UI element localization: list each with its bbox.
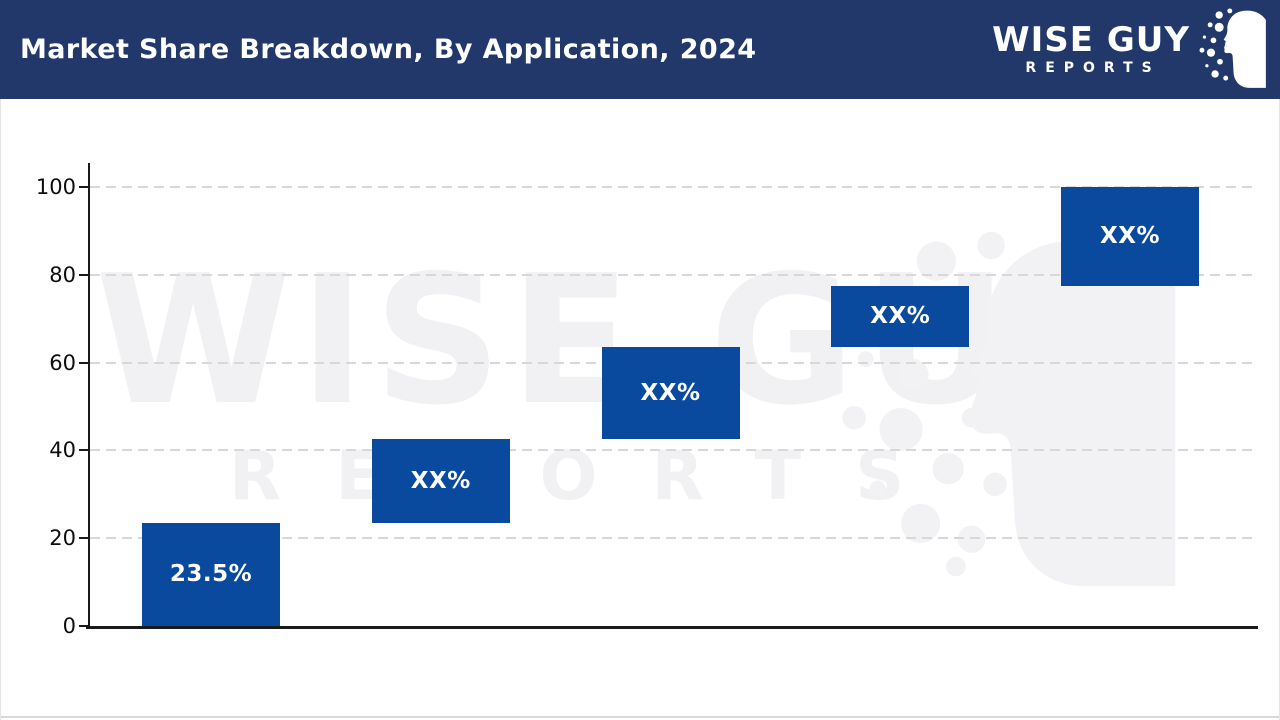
gridline-40 <box>90 449 1258 452</box>
brand-logo: WISE GUY REPORTS <box>992 6 1266 92</box>
left-border <box>0 99 1 720</box>
y-tick-label-100: 100 <box>35 175 76 199</box>
gridline-100 <box>90 186 1258 188</box>
y-axis-line <box>88 163 90 628</box>
bar-aerospace-and-defense: XX% <box>371 439 510 523</box>
brand-head-icon <box>1199 8 1266 88</box>
y-tick-40 <box>79 449 88 452</box>
bar-building-and-construction: 23.5% <box>142 522 280 626</box>
bar-electrical-and-electronics: XX% <box>1061 187 1199 286</box>
brand-wordmark-line2: REPORTS <box>1025 60 1161 76</box>
bar-label-electrical-and-electronics: XX% <box>1099 223 1160 250</box>
bottom-border <box>0 716 1280 718</box>
y-tick-label-80: 80 <box>49 262 76 287</box>
y-tick-label-0: 0 <box>62 614 76 638</box>
bar-label-marine: XX% <box>870 303 931 330</box>
y-tick-label-20: 20 <box>49 526 76 551</box>
brand-wordmark-line1: WISE GUY <box>992 20 1190 60</box>
bar-automotive: XX% <box>601 347 740 440</box>
y-tick-label-40: 40 <box>49 438 76 463</box>
y-tick-60 <box>79 361 88 364</box>
y-tick-label-60: 60 <box>49 350 76 375</box>
bar-label-aerospace-and-defense: XX% <box>410 468 471 495</box>
y-tick-80 <box>79 273 88 276</box>
header-band: Market Share Breakdown, By Application, … <box>0 0 1280 99</box>
y-tick-20 <box>79 537 88 540</box>
watermark-reports: REPORTS <box>229 437 959 516</box>
page-title: Market Share Breakdown, By Application, … <box>20 34 757 65</box>
bar-label-building-and-construction: 23.5% <box>169 561 253 588</box>
y-tick-100 <box>79 186 88 188</box>
brand-wordmark: WISE GUY REPORTS <box>992 23 1190 75</box>
y-tick-0 <box>79 625 88 627</box>
bar-marine: XX% <box>831 285 970 348</box>
bar-label-automotive: XX% <box>640 380 701 407</box>
gridline-20 <box>90 537 1258 540</box>
x-axis-line <box>86 626 1258 629</box>
gridline-80 <box>90 273 1258 276</box>
